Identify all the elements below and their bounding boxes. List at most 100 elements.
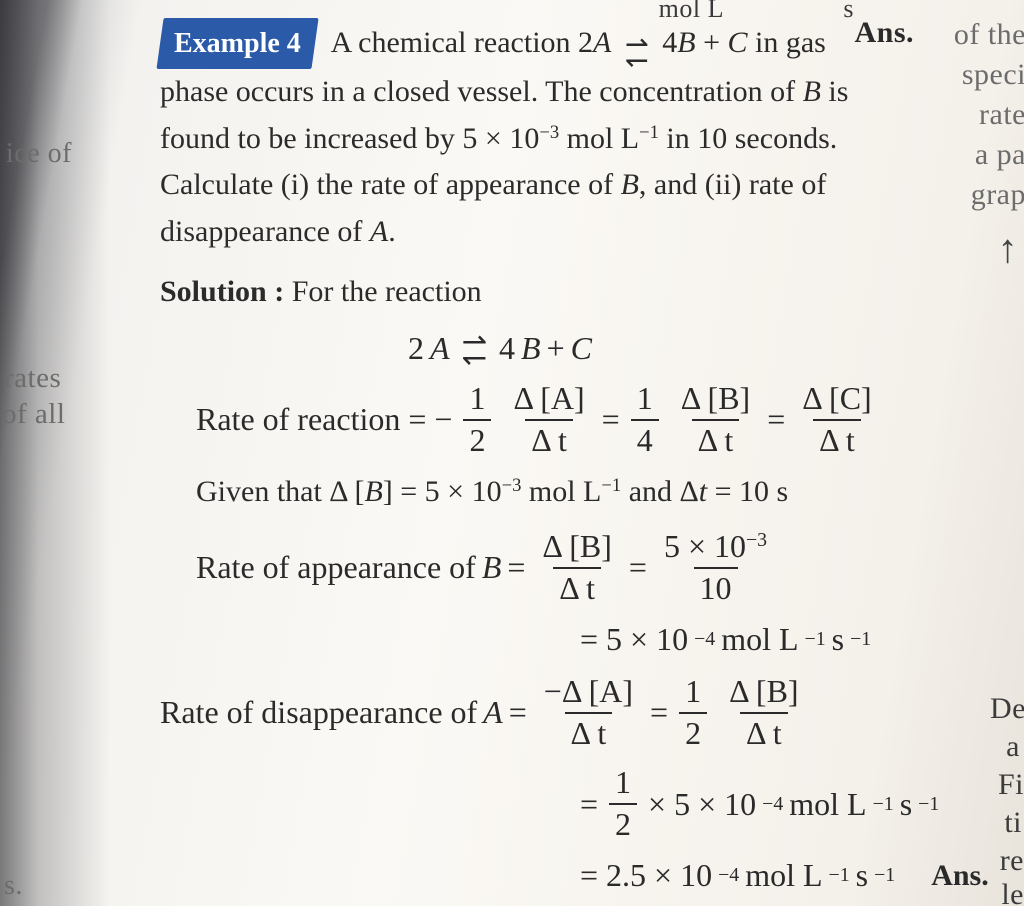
rate-label: Rate of appearance of <box>196 549 476 586</box>
numerator: 1 <box>609 765 637 803</box>
numerator: Δ [B] <box>723 674 804 712</box>
problem-text: Calculate (i) the rate of appearance of <box>160 168 621 201</box>
fraction: 1 2 <box>463 381 491 459</box>
exponent: −1 <box>829 864 850 887</box>
exponent: −1 <box>639 122 659 143</box>
given-text: mol L <box>521 475 601 508</box>
rate-disappearance-a: Rate of disappearance of A = −Δ [A] Δ t … <box>160 674 1000 752</box>
numerator: Δ [B] <box>675 381 756 419</box>
given-text: and Δ <box>621 475 699 508</box>
fraction: Δ [A] Δ t <box>507 381 590 459</box>
rate-label: Rate of reaction = − <box>196 401 452 438</box>
equals: = <box>507 549 525 586</box>
unit: mol L <box>745 857 822 894</box>
fraction: Δ [B] Δ t <box>536 529 617 607</box>
variable-c: C <box>571 330 592 367</box>
denominator: 2 <box>609 803 637 843</box>
exponent: −3 <box>539 122 559 143</box>
unit-s: s <box>900 786 912 823</box>
denominator: Δ t <box>740 712 788 752</box>
solution-header: Solution : For the reaction <box>160 269 1000 316</box>
variable-a: A <box>593 26 611 59</box>
problem-text: , and (ii) rate of <box>639 168 826 201</box>
problem-text: . <box>388 215 396 248</box>
coef: 2 <box>408 330 424 367</box>
problem-text: 4 <box>662 26 677 59</box>
denominator: 4 <box>631 419 659 459</box>
denominator: Δ t <box>813 419 861 459</box>
denominator: Δ t <box>525 419 573 459</box>
exponent: −4 <box>718 864 739 887</box>
variable-t: t <box>699 475 707 508</box>
numerator: −Δ [A] <box>538 674 639 712</box>
problem-text: in 10 seconds. <box>659 122 837 155</box>
given-line: Given that Δ [B] = 5 × 10−3 mol L−1 and … <box>160 469 1000 516</box>
fraction: 5 × 10−3 10 <box>658 529 773 607</box>
unit: mol L <box>721 621 798 658</box>
margin-right-text: of the <box>954 18 1024 52</box>
equals: = <box>509 694 527 731</box>
exponent: −4 <box>694 628 715 651</box>
margin-right-text: grap <box>971 178 1024 212</box>
given-text: ] = 5 × 10 <box>383 475 502 508</box>
problem-text: A chemical reaction 2 <box>331 26 593 59</box>
problem-text: is <box>821 75 849 108</box>
numerator: Δ [C] <box>796 381 877 419</box>
margin-right-text: De <box>990 692 1024 726</box>
variable-c: C <box>728 26 748 59</box>
margin-right-text: speci <box>962 58 1024 92</box>
result-text: × 5 × 10 <box>648 786 756 823</box>
problem-text: phase occurs in a closed vessel. The con… <box>160 75 803 108</box>
exponent: −1 <box>805 628 826 651</box>
answer-label: Ans. <box>931 859 989 893</box>
margin-left-text: rates <box>4 362 61 395</box>
variable-b: B <box>364 475 382 508</box>
plus: + <box>547 330 565 367</box>
solution-intro: For the reaction <box>284 275 481 308</box>
fraction: Δ [B] Δ t <box>723 674 804 752</box>
problem-text: disappearance of <box>160 215 370 248</box>
fraction: 1 2 <box>609 765 637 843</box>
fraction: 1 2 <box>679 674 707 752</box>
margin-right-text: s <box>843 0 854 24</box>
solution-label: Solution : <box>160 275 284 308</box>
numerator: Δ [B] <box>536 529 617 567</box>
margin-left-text: s. <box>4 870 23 902</box>
rate-appearance-b: Rate of appearance of B = Δ [B] Δ t = 5 … <box>160 529 1000 607</box>
result-text: = 5 × 10 <box>580 621 688 658</box>
exponent: −3 <box>502 474 522 495</box>
margin-right-text: Ans. <box>854 16 914 50</box>
rate-appearance-b-result: = 5 × 10−4 mol L−1s−1 <box>160 621 1000 658</box>
margin-right-text: rate <box>979 98 1024 132</box>
denominator: 10 <box>694 567 738 607</box>
result-text: = 2.5 × 10 <box>580 857 712 894</box>
variable-a: A <box>370 215 388 248</box>
denominator: Δ t <box>692 419 740 459</box>
margin-right-text: mol L <box>659 0 724 24</box>
variable-b: B <box>677 26 695 59</box>
margin-left-text: ice of <box>6 138 72 170</box>
margin-right-text: le <box>1001 878 1024 906</box>
rate-label: Rate of disappearance of <box>160 694 477 731</box>
margin-right-text: re <box>1000 844 1024 878</box>
equals: = <box>602 401 620 438</box>
exponent: −1 <box>601 474 621 495</box>
equals: = <box>629 549 647 586</box>
fraction: Δ [C] Δ t <box>796 381 877 459</box>
variable-b: B <box>521 330 541 367</box>
variable-a: A <box>430 330 450 367</box>
textbook-page: ice of rates of all s. mol L s Ans. of t… <box>0 0 1024 906</box>
margin-right-text: a <box>1006 730 1020 764</box>
fraction: 1 4 <box>631 381 659 459</box>
coef: 4 <box>499 330 515 367</box>
result-text: = <box>580 786 598 823</box>
unit-s: s <box>856 857 868 894</box>
exponent: −1 <box>874 864 895 887</box>
equilibrium-arrows-icon: ⇀↽ <box>625 38 649 69</box>
denominator: 2 <box>679 712 707 752</box>
denominator: Δ t <box>553 567 601 607</box>
given-text: Given that Δ [ <box>196 475 364 508</box>
equals: = <box>650 694 668 731</box>
exponent: −1 <box>873 793 894 816</box>
numerator: Δ [A] <box>507 381 590 419</box>
